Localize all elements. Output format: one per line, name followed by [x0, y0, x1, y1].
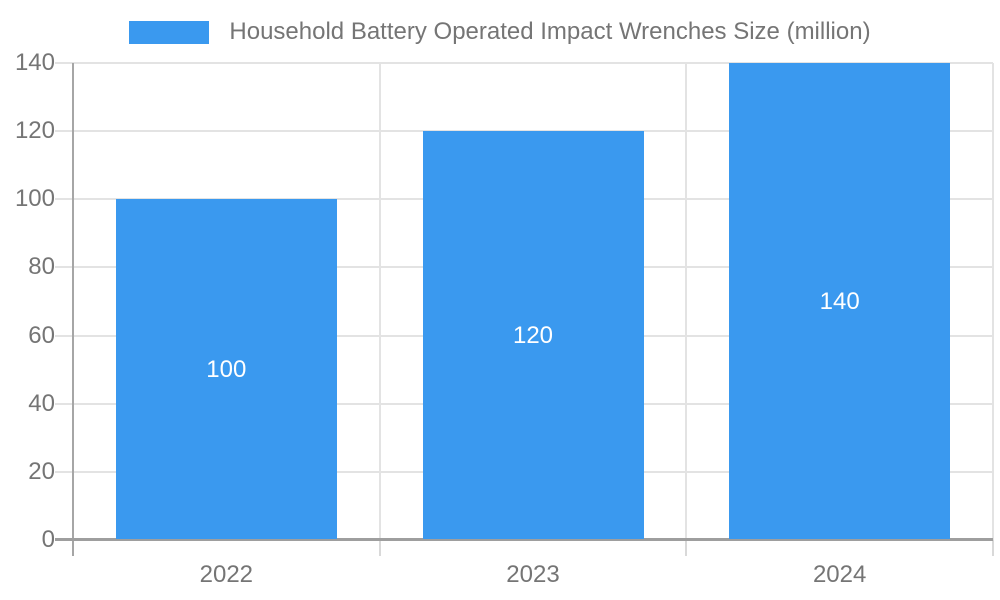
- x-axis-tick-mark: [378, 540, 381, 556]
- y-axis-tick-label: 20: [28, 457, 55, 485]
- y-axis-tick-label: 80: [28, 253, 55, 281]
- x-axis-tick-mark: [992, 540, 994, 556]
- y-axis-tick-label: 60: [28, 321, 55, 349]
- gridline: [685, 63, 688, 540]
- x-axis-tick-label: 2024: [812, 561, 867, 588]
- gridline: [378, 63, 381, 540]
- legend[interactable]: Household Battery Operated Impact Wrench…: [0, 17, 1000, 47]
- bar[interactable]: [422, 131, 644, 539]
- legend-swatch: [129, 20, 210, 44]
- x-axis-tick-label: 2022: [199, 561, 254, 588]
- x-axis-tick-label: 2023: [506, 561, 560, 588]
- bar-value-label: 120: [512, 321, 554, 349]
- y-axis-tick-label: 0: [41, 526, 55, 553]
- legend-label: Household Battery Operated Impact Wrench…: [229, 18, 871, 45]
- y-axis-tick-label: 40: [28, 389, 55, 417]
- y-axis-tick-label: 120: [14, 117, 55, 145]
- gridline: [55, 62, 993, 64]
- x-axis-line: [55, 538, 993, 541]
- y-axis-tick-label: 100: [14, 185, 55, 213]
- bar[interactable]: [729, 63, 951, 539]
- gridline: [992, 63, 994, 540]
- bar-value-label: 140: [819, 287, 860, 315]
- y-axis-line: [72, 63, 74, 556]
- bar[interactable]: [115, 199, 337, 539]
- bar-value-label: 100: [206, 355, 247, 383]
- y-axis-tick-label: 140: [14, 49, 55, 76]
- x-axis-tick-mark: [685, 540, 688, 556]
